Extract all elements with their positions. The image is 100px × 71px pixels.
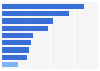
Bar bbox=[2, 40, 31, 45]
Bar bbox=[2, 11, 69, 16]
Bar bbox=[2, 55, 27, 60]
Bar bbox=[2, 18, 53, 24]
Bar bbox=[2, 26, 48, 31]
Bar bbox=[2, 4, 84, 9]
Bar bbox=[2, 62, 18, 67]
Bar bbox=[2, 47, 29, 53]
Bar bbox=[2, 33, 33, 38]
